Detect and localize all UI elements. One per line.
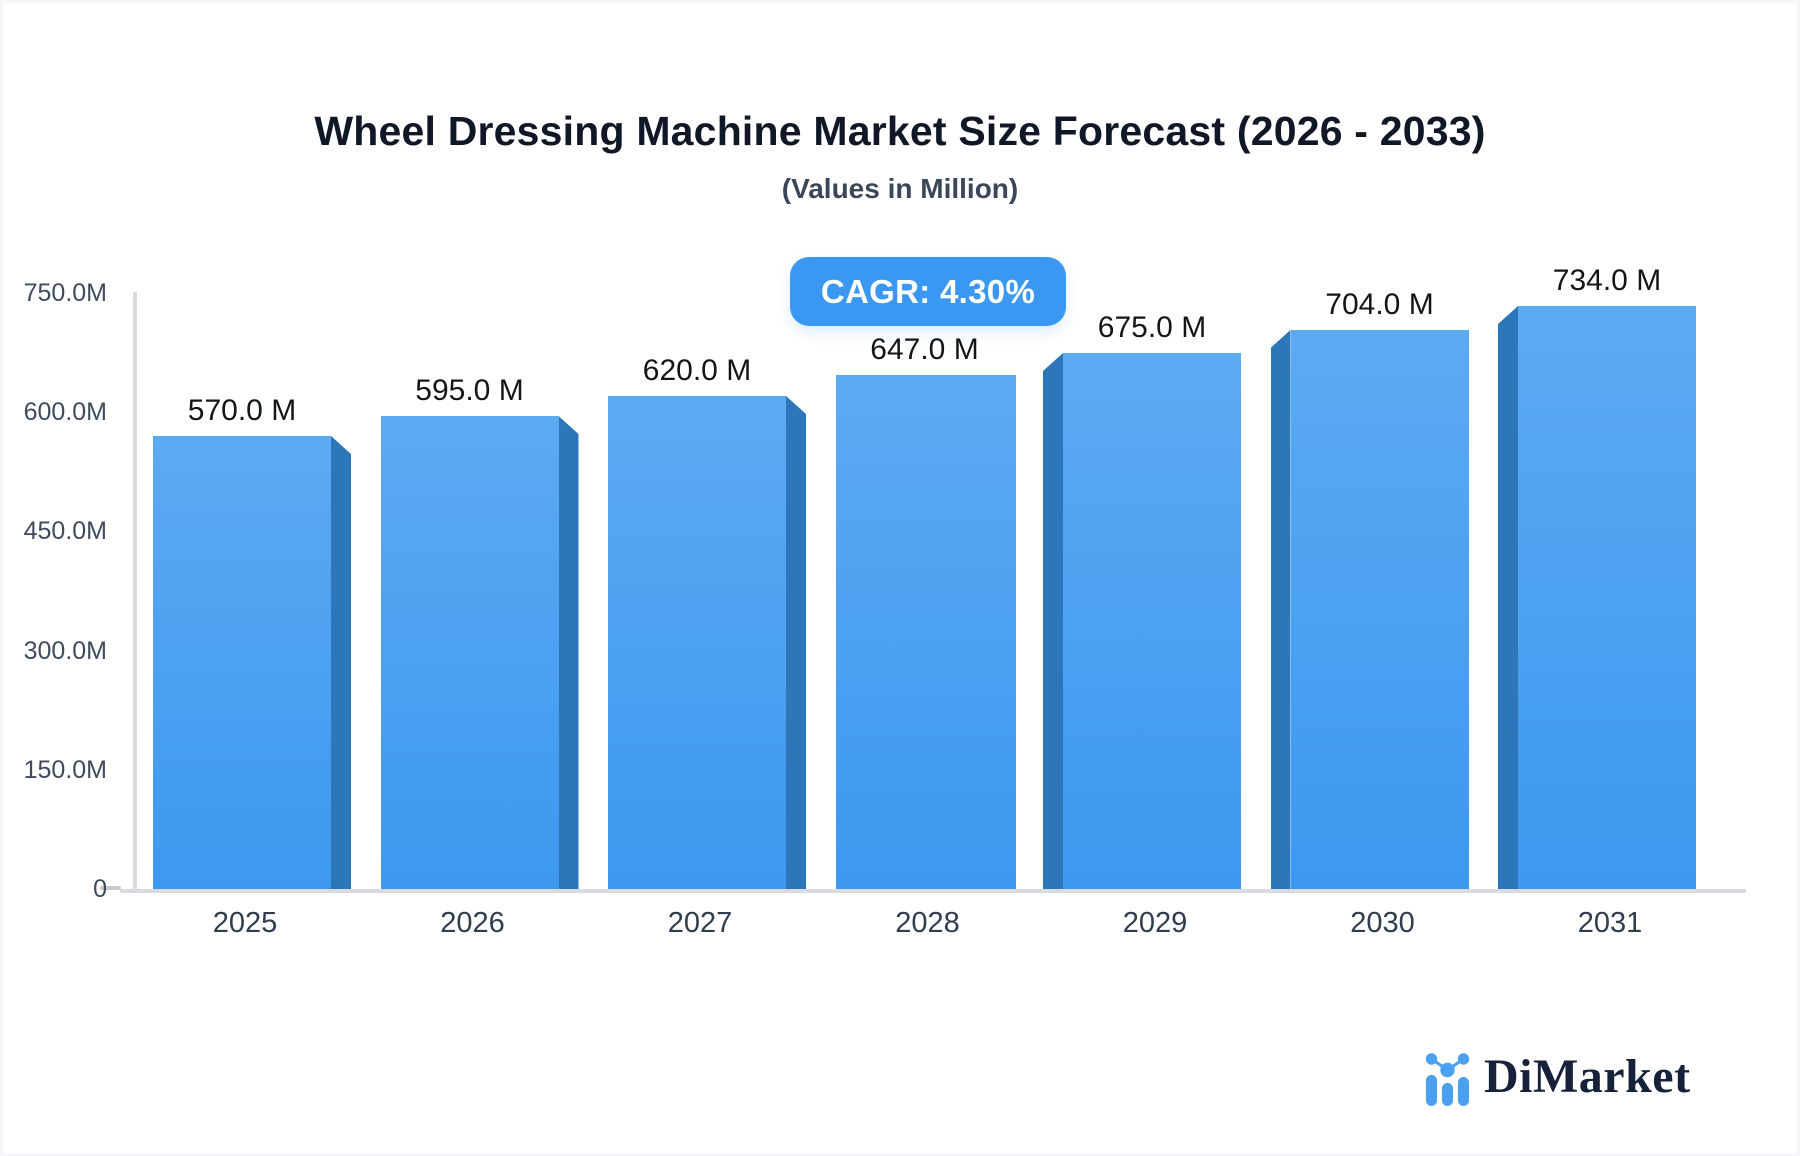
bar-value-label: 595.0 M xyxy=(415,374,524,407)
bar xyxy=(1498,306,1696,889)
x-tick-label: 2030 xyxy=(1350,907,1415,939)
x-tick-label: 2025 xyxy=(212,907,278,939)
bar-side xyxy=(1270,330,1291,889)
zero-tick-mark xyxy=(100,886,121,890)
bar xyxy=(380,416,579,889)
bar xyxy=(153,436,351,889)
bar-side xyxy=(558,416,579,889)
y-tick-label: 750.0M xyxy=(23,279,107,307)
y-tick-label: 450.0M xyxy=(23,517,107,545)
x-tick-label: 2027 xyxy=(667,907,733,939)
bar-value-label: 570.0 M xyxy=(187,394,297,427)
bar-side xyxy=(786,396,806,889)
bar-face xyxy=(1063,353,1241,889)
bar-side xyxy=(1498,306,1518,889)
bar-value-label: 620.0 M xyxy=(642,354,752,387)
x-tick-label: 2028 xyxy=(895,907,960,939)
bar-value-label: 647.0 M xyxy=(870,333,979,366)
bar-face xyxy=(608,396,786,889)
bar-face xyxy=(1290,330,1469,889)
y-axis-line xyxy=(133,292,137,890)
x-axis-line xyxy=(120,889,1746,893)
brand-logo-text: DiMarket xyxy=(1484,1050,1691,1103)
y-tick-label: 150.0M xyxy=(23,756,107,784)
y-tick-label: 0 xyxy=(93,875,107,903)
cagr-badge: CAGR: 4.30% xyxy=(790,257,1066,326)
bar-face xyxy=(1518,306,1696,889)
bar-side xyxy=(1043,353,1063,889)
y-tick-label: 300.0M xyxy=(23,637,107,665)
chart-title: Wheel Dressing Machine Market Size Forec… xyxy=(314,108,1486,154)
bar xyxy=(1270,330,1469,889)
x-tick-label: 2031 xyxy=(1577,907,1643,939)
mini-bar-chart-icon xyxy=(1425,1053,1470,1106)
bar-value-label: 704.0 M xyxy=(1325,288,1434,321)
bar-value-label: 675.0 M xyxy=(1097,311,1207,344)
bar xyxy=(1043,353,1241,889)
bar xyxy=(608,396,806,889)
x-tick-label: 2029 xyxy=(1122,907,1188,939)
bar-face xyxy=(835,375,1016,889)
bar-side xyxy=(331,436,351,889)
bar-face xyxy=(380,416,559,889)
bar-face xyxy=(153,436,331,889)
bar xyxy=(835,375,1016,889)
brand-logo: DiMarket xyxy=(1424,1041,1691,1113)
x-tick-label: 2026 xyxy=(440,907,505,939)
bar-value-label: 734.0 M xyxy=(1552,264,1662,297)
y-tick-label: 600.0M xyxy=(23,398,107,426)
chart-subtitle: (Values in Million) xyxy=(781,173,1019,204)
